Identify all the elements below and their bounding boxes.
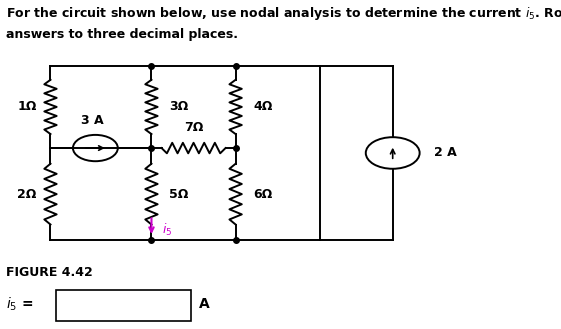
Text: 1Ω: 1Ω (17, 100, 36, 114)
Text: 3Ω: 3Ω (169, 100, 188, 114)
Text: 2Ω: 2Ω (17, 188, 36, 201)
Text: 7Ω: 7Ω (184, 121, 203, 134)
Text: answers to three decimal places.: answers to three decimal places. (6, 28, 238, 41)
Text: A: A (199, 297, 210, 311)
FancyBboxPatch shape (56, 290, 191, 321)
Text: 5Ω: 5Ω (169, 188, 189, 201)
Text: For the circuit shown below, use nodal analysis to determine the current $i_5$. : For the circuit shown below, use nodal a… (6, 5, 561, 22)
Text: 6Ω: 6Ω (254, 188, 273, 201)
Text: $i_5$ =: $i_5$ = (6, 296, 33, 313)
Text: $i_5$: $i_5$ (162, 221, 172, 238)
Text: 4Ω: 4Ω (254, 100, 273, 114)
Text: FIGURE 4.42: FIGURE 4.42 (6, 266, 93, 280)
Text: 3 A: 3 A (81, 114, 104, 127)
Text: 2 A: 2 A (434, 146, 457, 160)
